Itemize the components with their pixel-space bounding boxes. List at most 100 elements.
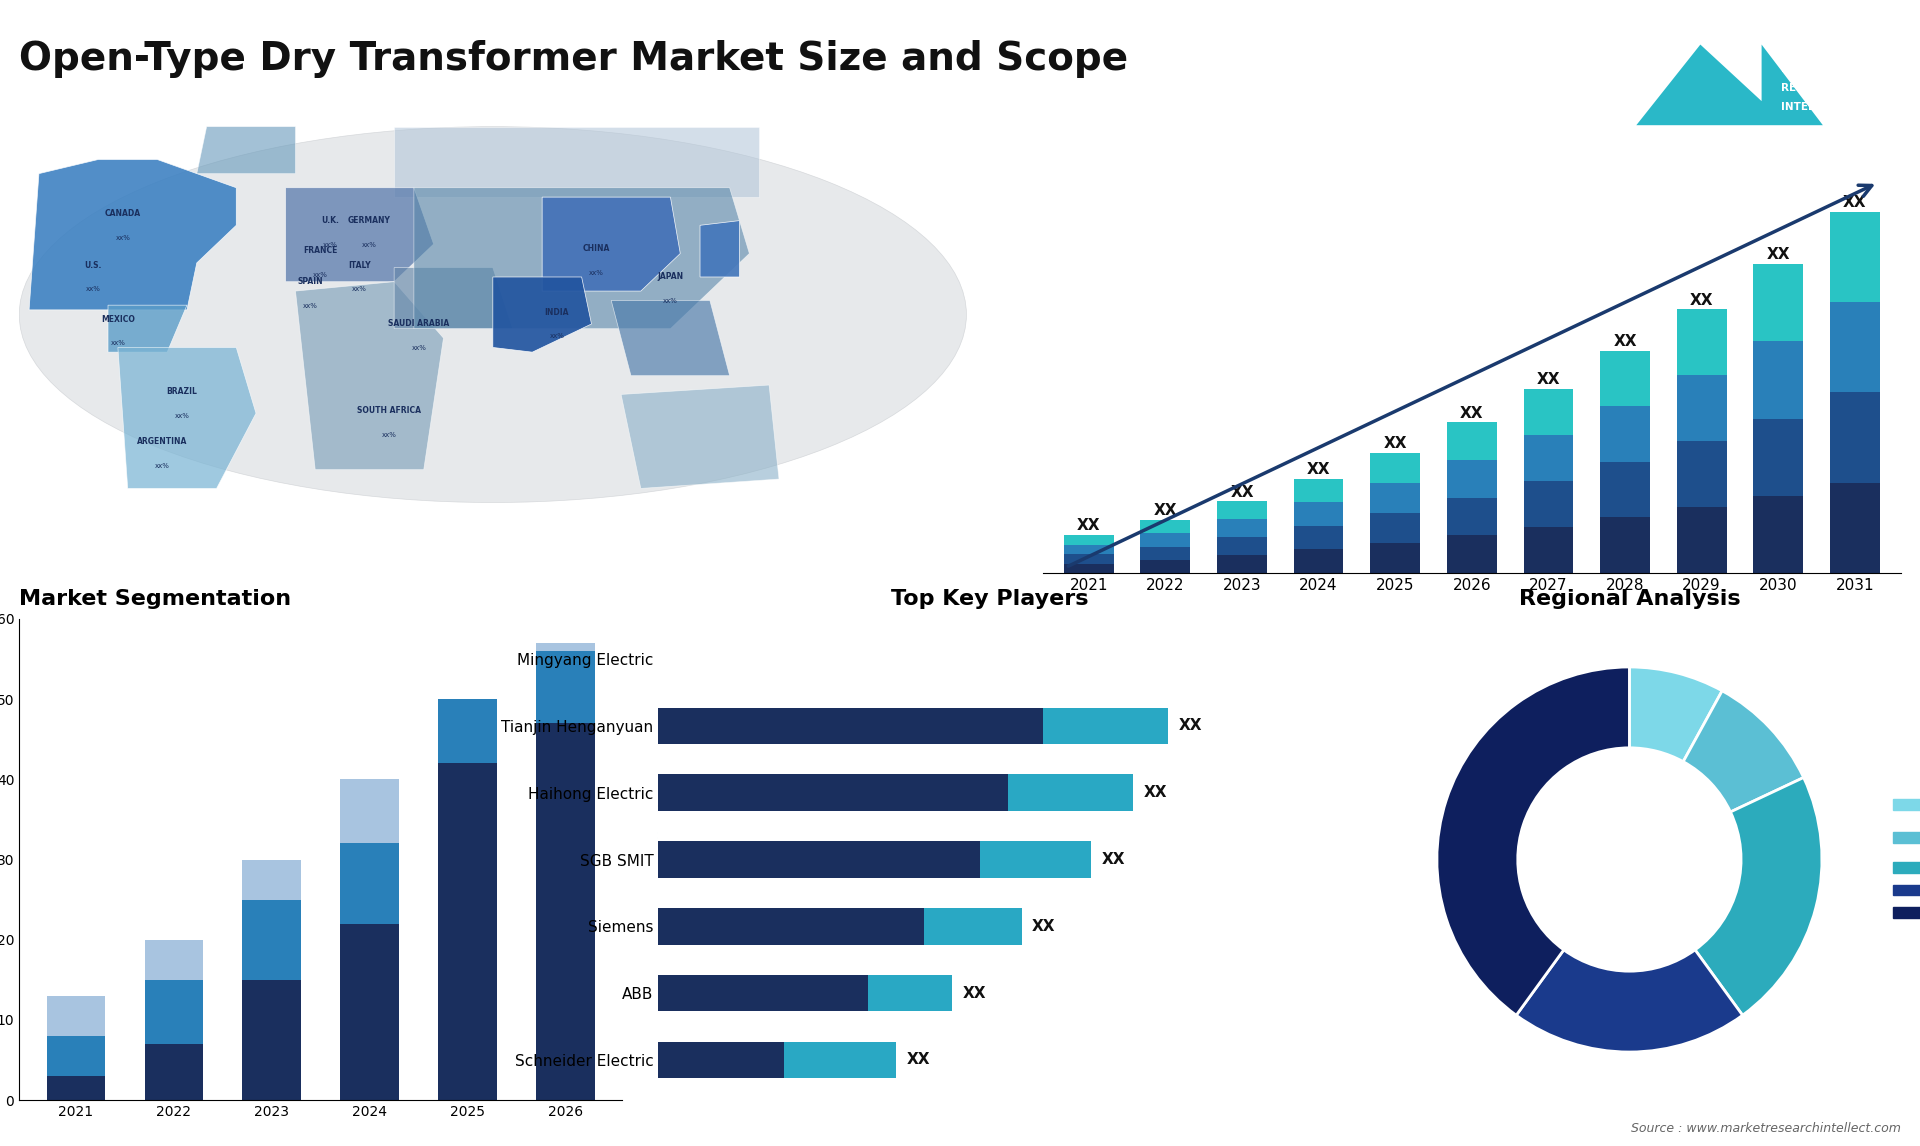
Bar bbox=[1830, 301, 1880, 392]
Text: xx%: xx% bbox=[303, 303, 317, 308]
Text: XX: XX bbox=[962, 986, 985, 1000]
Text: Open-Type Dry Transformer Market Size and Scope: Open-Type Dry Transformer Market Size an… bbox=[19, 40, 1129, 78]
Text: SOUTH AFRICA: SOUTH AFRICA bbox=[357, 406, 420, 415]
Bar bbox=[1064, 544, 1114, 555]
Text: xx%: xx% bbox=[662, 298, 678, 304]
Bar bbox=[1753, 342, 1803, 418]
Text: XX: XX bbox=[1102, 851, 1125, 868]
Text: xx%: xx% bbox=[323, 242, 338, 248]
Bar bbox=[783, 1042, 897, 1078]
Legend: Latin America, Middle East &
Africa, Asia Pacific, Europe, North America: Latin America, Middle East & Africa, Asi… bbox=[1887, 792, 1920, 927]
Bar bbox=[1753, 496, 1803, 573]
Text: GERMANY: GERMANY bbox=[348, 215, 392, 225]
Bar bbox=[659, 775, 1008, 811]
Bar bbox=[1523, 527, 1572, 573]
Polygon shape bbox=[394, 267, 513, 329]
Bar bbox=[1523, 434, 1572, 481]
Bar bbox=[340, 924, 399, 1100]
Bar bbox=[536, 723, 595, 1100]
Text: XX: XX bbox=[1154, 503, 1177, 518]
Text: xx%: xx% bbox=[363, 242, 376, 248]
Bar bbox=[659, 707, 1043, 744]
Polygon shape bbox=[701, 220, 739, 277]
Text: ITALY: ITALY bbox=[348, 260, 371, 269]
Text: xx%: xx% bbox=[382, 432, 397, 438]
Bar bbox=[1676, 309, 1726, 376]
Text: MEXICO: MEXICO bbox=[102, 314, 134, 323]
Polygon shape bbox=[620, 385, 780, 488]
Text: Source : www.marketresearchintellect.com: Source : www.marketresearchintellect.com bbox=[1630, 1122, 1901, 1135]
Bar bbox=[1676, 376, 1726, 441]
Bar bbox=[1064, 564, 1114, 573]
Text: XX: XX bbox=[906, 1052, 929, 1067]
Text: ARGENTINA: ARGENTINA bbox=[136, 437, 188, 446]
Ellipse shape bbox=[19, 126, 966, 502]
Text: U.S.: U.S. bbox=[84, 260, 102, 269]
Bar bbox=[46, 1036, 106, 1076]
Text: xx%: xx% bbox=[411, 345, 426, 351]
Text: SAUDI ARABIA: SAUDI ARABIA bbox=[388, 320, 449, 328]
Text: XX: XX bbox=[1766, 248, 1789, 262]
Bar bbox=[1599, 462, 1649, 518]
Polygon shape bbox=[29, 159, 236, 309]
Title: Regional Analysis: Regional Analysis bbox=[1519, 589, 1740, 609]
Bar bbox=[924, 908, 1021, 944]
Bar bbox=[1753, 418, 1803, 496]
Bar bbox=[659, 908, 924, 944]
Bar bbox=[1140, 560, 1190, 573]
Bar bbox=[1448, 497, 1498, 535]
Text: RESEARCH: RESEARCH bbox=[1782, 83, 1843, 93]
Text: xx%: xx% bbox=[351, 286, 367, 292]
Bar bbox=[242, 860, 301, 900]
Bar bbox=[340, 843, 399, 924]
Text: XX: XX bbox=[1843, 195, 1866, 210]
Bar bbox=[1371, 543, 1421, 573]
Bar bbox=[1043, 707, 1167, 744]
Bar bbox=[1676, 441, 1726, 508]
Text: xx%: xx% bbox=[175, 414, 190, 419]
Text: SPAIN: SPAIN bbox=[298, 277, 323, 286]
Text: XX: XX bbox=[1077, 518, 1100, 534]
Text: xx%: xx% bbox=[156, 463, 169, 469]
Bar bbox=[1753, 265, 1803, 342]
Wedge shape bbox=[1630, 667, 1722, 762]
Text: xx%: xx% bbox=[111, 340, 125, 346]
Text: XX: XX bbox=[1613, 333, 1636, 350]
Polygon shape bbox=[198, 126, 296, 173]
Wedge shape bbox=[1436, 667, 1630, 1015]
Text: BRAZIL: BRAZIL bbox=[167, 387, 198, 397]
Bar bbox=[1140, 547, 1190, 560]
Polygon shape bbox=[108, 305, 186, 352]
Bar bbox=[1371, 512, 1421, 543]
Bar bbox=[1448, 460, 1498, 497]
Bar bbox=[1008, 775, 1133, 811]
Bar bbox=[242, 980, 301, 1100]
Text: JAPAN: JAPAN bbox=[657, 273, 684, 281]
Text: xx%: xx% bbox=[549, 333, 564, 339]
Wedge shape bbox=[1684, 691, 1803, 813]
Bar bbox=[1676, 508, 1726, 573]
Bar bbox=[1140, 520, 1190, 534]
Bar bbox=[1140, 534, 1190, 547]
Bar bbox=[659, 975, 868, 1012]
Text: xx%: xx% bbox=[86, 286, 100, 292]
Bar bbox=[1448, 423, 1498, 460]
Bar bbox=[1294, 526, 1344, 549]
Text: xx%: xx% bbox=[313, 273, 328, 278]
Text: XX: XX bbox=[1536, 371, 1561, 386]
Bar bbox=[1830, 392, 1880, 482]
Polygon shape bbox=[117, 347, 255, 488]
Text: XX: XX bbox=[1144, 785, 1167, 800]
Text: CHINA: CHINA bbox=[584, 244, 611, 253]
Bar bbox=[1217, 502, 1267, 519]
Bar bbox=[1294, 549, 1344, 573]
Text: XX: XX bbox=[1690, 292, 1713, 307]
Bar bbox=[1830, 212, 1880, 301]
Bar bbox=[46, 1076, 106, 1100]
Polygon shape bbox=[394, 126, 758, 197]
Polygon shape bbox=[286, 188, 434, 282]
Bar bbox=[1371, 453, 1421, 482]
Bar bbox=[1217, 519, 1267, 537]
Wedge shape bbox=[1517, 950, 1743, 1052]
Text: XX: XX bbox=[1231, 485, 1254, 500]
